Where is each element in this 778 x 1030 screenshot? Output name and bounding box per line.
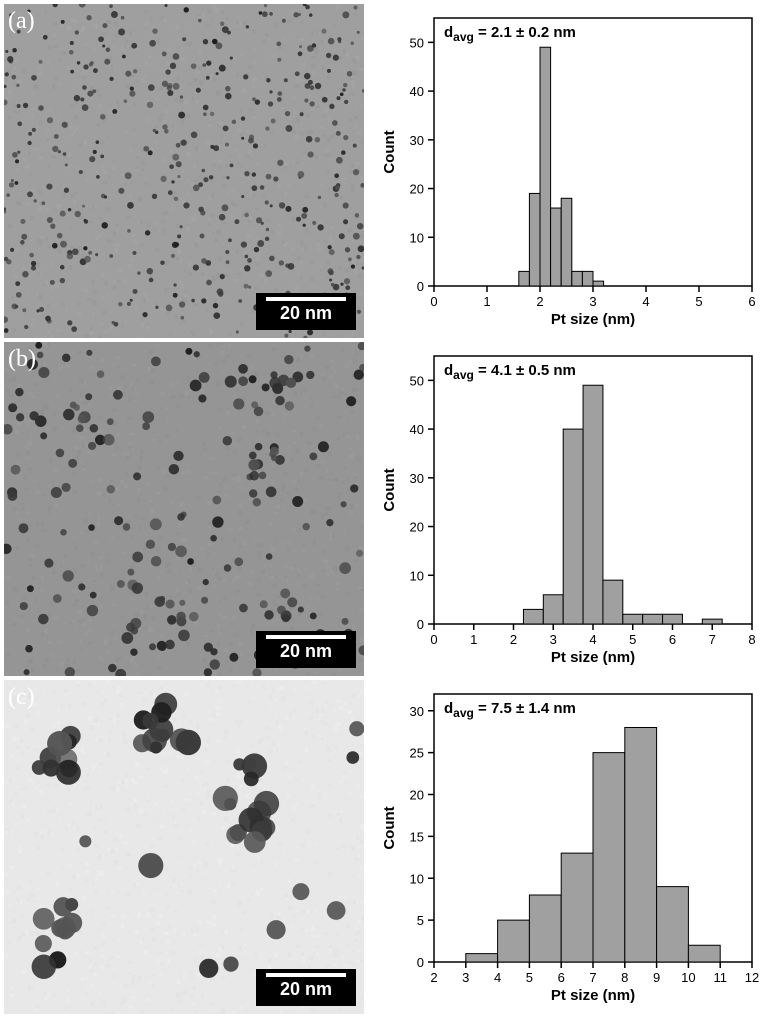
panel-label: (c) [8, 684, 35, 711]
scale-bar-line [266, 297, 346, 301]
histogram-svg: 0 1 2 3 4 5 6 7 8 0 10 20 30 40 50 Pt size (nm) Count [376, 342, 764, 676]
tem-image: (c) 20 nm [4, 680, 364, 1014]
svg-text:10: 10 [410, 568, 424, 583]
davg-annotation: davg = 2.1 ± 0.2 nm [444, 24, 576, 44]
svg-text:20: 20 [410, 788, 424, 803]
svg-text:30: 30 [410, 471, 424, 486]
panel-label: (a) [8, 8, 35, 35]
scale-bar-text: 20 nm [266, 303, 346, 324]
svg-text:5: 5 [526, 970, 533, 985]
svg-text:10: 10 [410, 871, 424, 886]
svg-text:4: 4 [589, 632, 596, 647]
figure-container: (a)20 nm012345601020304050Pt size (nm)Co… [4, 4, 774, 1014]
svg-text:5: 5 [417, 913, 424, 928]
svg-text:1: 1 [483, 294, 490, 309]
svg-text:2: 2 [510, 632, 517, 647]
svg-text:12: 12 [745, 970, 759, 985]
svg-text:4: 4 [642, 294, 649, 309]
davg-annotation: davg = 4.1 ± 0.5 nm [444, 362, 576, 382]
svg-text:50: 50 [410, 35, 424, 50]
svg-text:8: 8 [748, 632, 755, 647]
svg-text:Pt size (nm): Pt size (nm) [551, 649, 635, 666]
scale-bar-text: 20 nm [266, 641, 346, 662]
svg-text:3: 3 [550, 632, 557, 647]
svg-text:6: 6 [558, 970, 565, 985]
svg-text:5: 5 [629, 632, 636, 647]
svg-text:Pt size (nm): Pt size (nm) [551, 311, 635, 328]
svg-text:Count: Count [381, 806, 398, 849]
svg-text:0: 0 [417, 279, 424, 294]
svg-text:15: 15 [410, 829, 424, 844]
svg-text:7: 7 [589, 970, 596, 985]
svg-text:25: 25 [410, 746, 424, 761]
tem-image-svg [4, 680, 364, 1014]
scale-bar-line [266, 635, 346, 639]
panel-label: (b) [8, 346, 36, 373]
svg-text:2: 2 [536, 294, 543, 309]
figure-row: (a) 20 nm 0 1 2 3 4 5 6 0 10 20 30 40 50 Pt size (nm) Co… [4, 4, 774, 338]
scale-bar-text: 20 nm [266, 979, 346, 1000]
svg-text:40: 40 [410, 422, 424, 437]
svg-text:11: 11 [713, 970, 727, 985]
svg-text:0: 0 [417, 617, 424, 632]
svg-text:Count: Count [381, 468, 398, 511]
svg-text:Pt size (nm): Pt size (nm) [551, 987, 635, 1004]
svg-text:Count: Count [381, 130, 398, 173]
tem-image: (a) 20 nm [4, 4, 364, 338]
histogram-panel: 2 3 4 5 6 7 8 9 10 11 12 0 5 10 15 20 25 30 Pt size (nm) Co… [376, 680, 764, 1014]
scale-bar: 20 nm [256, 293, 356, 330]
svg-text:2: 2 [430, 970, 437, 985]
histogram-panel: 0 1 2 3 4 5 6 7 8 0 10 20 30 40 50 Pt size (nm) Count dav… [376, 342, 764, 676]
svg-text:40: 40 [410, 84, 424, 99]
svg-text:7: 7 [709, 632, 716, 647]
histogram-svg: 0 1 2 3 4 5 6 0 10 20 30 40 50 Pt size (nm) Count [376, 4, 764, 338]
histogram-svg: 2 3 4 5 6 7 8 9 10 11 12 0 5 10 15 20 25 30 Pt size (nm) Co… [376, 680, 764, 1014]
scale-bar-line [266, 973, 346, 977]
scale-bar: 20 nm [256, 969, 356, 1006]
histogram-panel: 0 1 2 3 4 5 6 0 10 20 30 40 50 Pt size (nm) Count davg … [376, 4, 764, 338]
svg-text:20: 20 [410, 182, 424, 197]
svg-text:0: 0 [430, 632, 437, 647]
svg-text:0: 0 [430, 294, 437, 309]
davg-annotation: davg = 7.5 ± 1.4 nm [444, 700, 576, 720]
svg-text:6: 6 [748, 294, 755, 309]
scale-bar: 20 nm [256, 631, 356, 668]
svg-text:6: 6 [669, 632, 676, 647]
figure-row: (b) 20 nm 0 1 2 3 4 5 6 7 8 0 10 20 30 40 50 Pt size (nm)… [4, 342, 774, 676]
svg-text:4: 4 [494, 970, 501, 985]
svg-text:5: 5 [695, 294, 702, 309]
svg-text:0: 0 [417, 955, 424, 970]
svg-text:10: 10 [681, 970, 695, 985]
svg-text:20: 20 [410, 520, 424, 535]
svg-text:3: 3 [589, 294, 596, 309]
tem-image: (b) 20 nm [4, 342, 364, 676]
svg-text:10: 10 [410, 230, 424, 245]
svg-text:30: 30 [410, 704, 424, 719]
tem-image-svg [4, 4, 364, 338]
svg-text:9: 9 [653, 970, 660, 985]
svg-text:1: 1 [470, 632, 477, 647]
svg-text:3: 3 [462, 970, 469, 985]
tem-image-svg [4, 342, 364, 676]
svg-text:8: 8 [621, 970, 628, 985]
figure-row: (c) 20 nm 2 3 4 5 6 7 8 9 10 11 12 0 5 10 15 20 25 30 Pt siz… [4, 680, 774, 1014]
svg-text:30: 30 [410, 133, 424, 148]
svg-text:50: 50 [410, 373, 424, 388]
